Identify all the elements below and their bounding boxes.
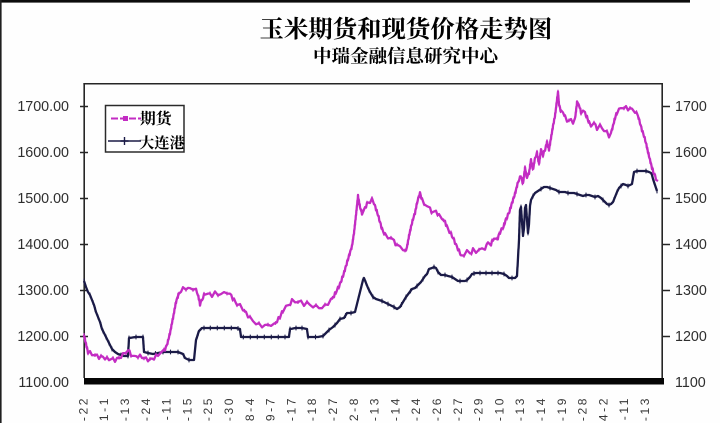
svg-text:1400.00: 1400.00 (17, 237, 69, 253)
svg-text:1-24: 1-24 (409, 396, 423, 423)
svg-text:3-28: 3-28 (576, 396, 590, 423)
svg-text:1100.00: 1100.00 (18, 375, 69, 391)
svg-text:12-8: 12-8 (347, 396, 361, 423)
svg-text:7-25: 7-25 (201, 396, 215, 423)
svg-text:4-11: 4-11 (617, 396, 631, 423)
svg-text:1600: 1600 (675, 145, 707, 161)
svg-text:5-22: 5-22 (76, 396, 90, 423)
svg-text:7-30: 7-30 (222, 396, 236, 423)
svg-text:1700.00: 1700.00 (17, 99, 69, 115)
svg-text:6-24: 6-24 (139, 396, 153, 423)
svg-text:1100: 1100 (675, 375, 706, 391)
svg-text:9-17: 9-17 (284, 396, 298, 423)
svg-text:3-10: 3-10 (492, 396, 506, 423)
svg-text:9-18: 9-18 (305, 396, 319, 423)
svg-text:1500.00: 1500.00 (17, 191, 69, 207)
svg-text:12-13: 12-13 (368, 396, 382, 423)
svg-text:2-29: 2-29 (472, 396, 486, 423)
svg-text:1700: 1700 (675, 99, 707, 115)
svg-text:3-19: 3-19 (555, 396, 569, 423)
svg-text:9-7: 9-7 (264, 396, 278, 421)
svg-text:1300.00: 1300.00 (17, 283, 69, 299)
svg-text:8-4: 8-4 (243, 396, 257, 421)
svg-text:6-13: 6-13 (118, 396, 132, 423)
svg-text:1-26: 1-26 (430, 396, 444, 423)
svg-text:3-14: 3-14 (534, 396, 548, 423)
svg-text:1600.00: 1600.00 (17, 145, 69, 161)
svg-text:2-27: 2-27 (451, 396, 465, 423)
svg-text:5-13: 5-13 (638, 396, 652, 423)
svg-text:3-13: 3-13 (513, 396, 527, 423)
svg-text:1-14: 1-14 (388, 396, 402, 423)
svg-text:1200.00: 1200.00 (17, 329, 69, 345)
svg-text:1200: 1200 (675, 329, 707, 345)
svg-text:1400: 1400 (675, 237, 707, 253)
svg-text:7-15: 7-15 (180, 396, 194, 423)
svg-text:7-11: 7-11 (160, 396, 174, 423)
svg-text:1500: 1500 (675, 191, 707, 207)
svg-text:9-27: 9-27 (326, 396, 340, 423)
svg-text:11-1: 11-1 (97, 396, 111, 423)
svg-text:1300: 1300 (675, 283, 707, 299)
svg-text:4-2: 4-2 (596, 396, 610, 421)
